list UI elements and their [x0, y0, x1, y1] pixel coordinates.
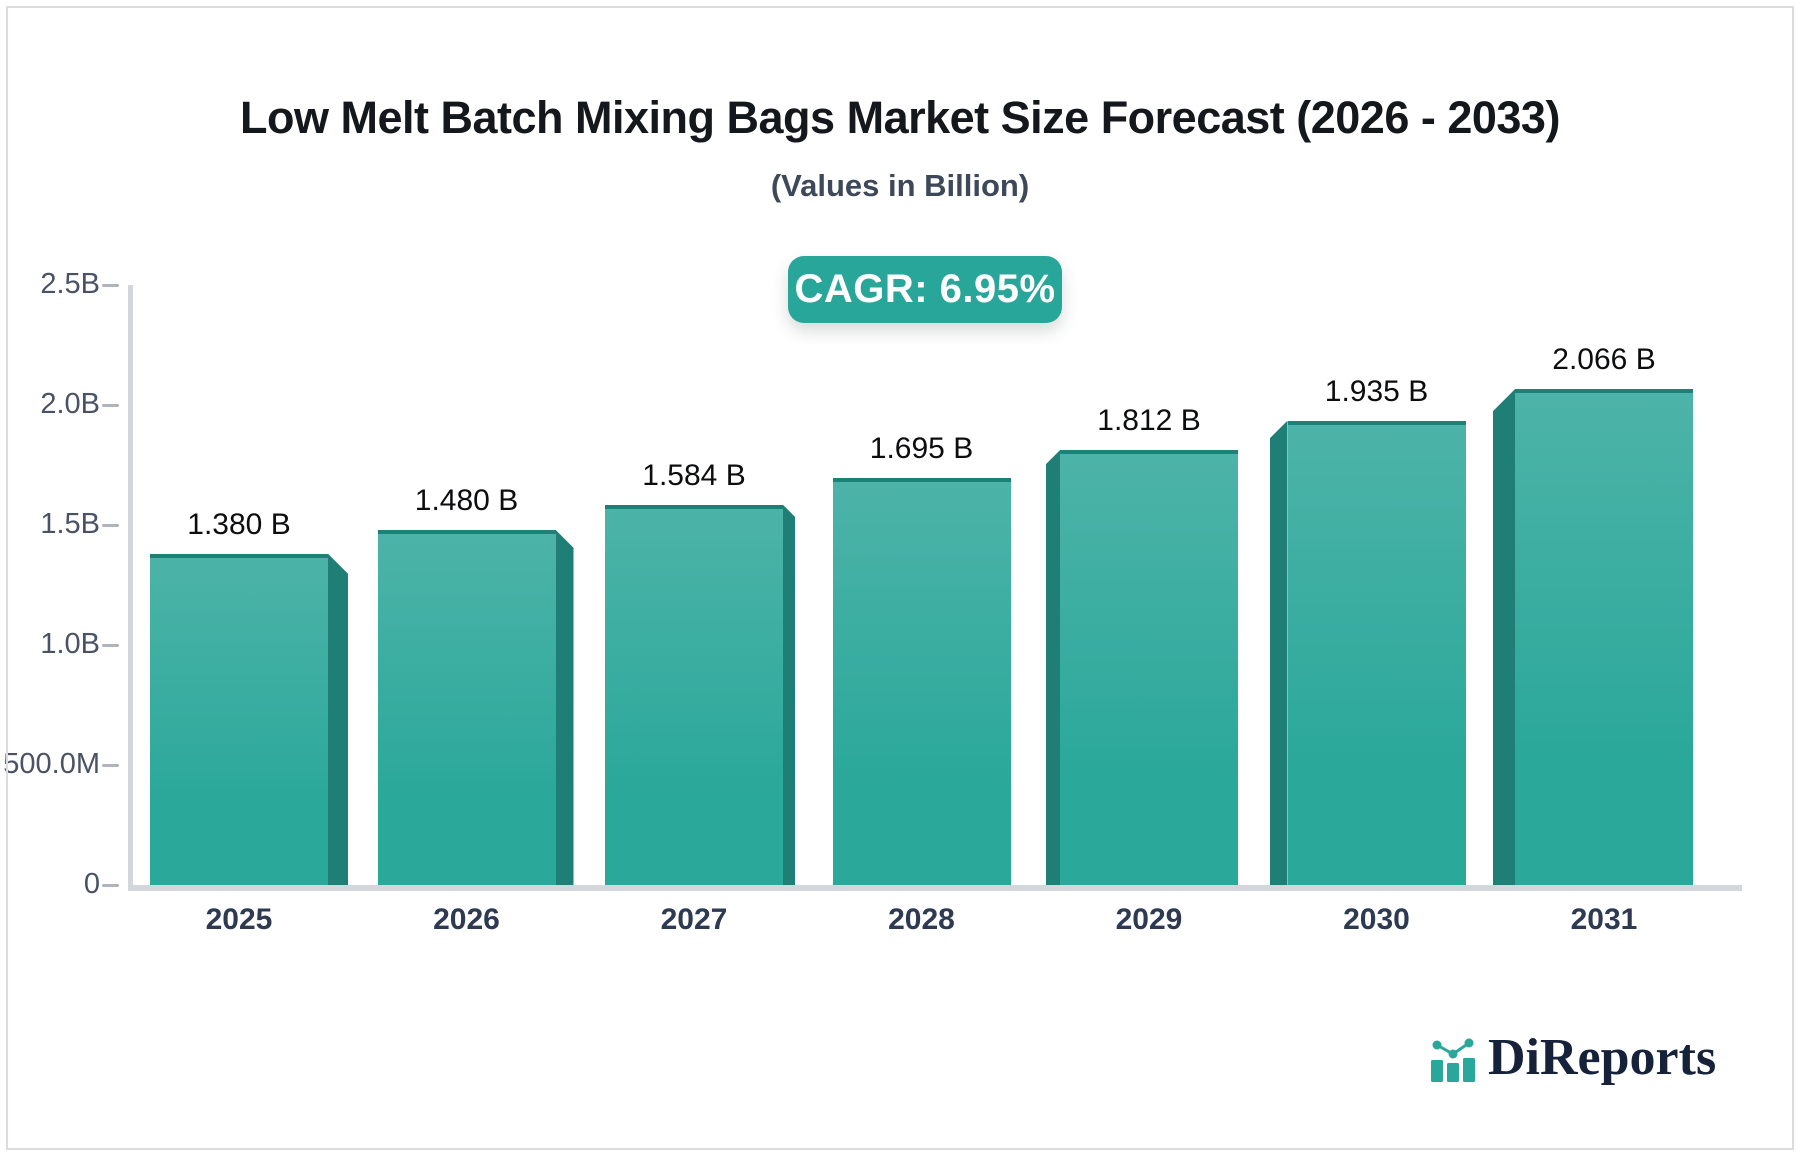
y-tick-label: 0 — [83, 868, 100, 900]
y-tick-dash — [102, 763, 119, 767]
bar — [1515, 389, 1693, 885]
y-tick-label: 2.0B — [40, 388, 100, 420]
y-axis-line — [128, 285, 133, 891]
bar — [605, 504, 783, 885]
x-axis-category-label: 2031 — [1570, 903, 1638, 936]
bar-value-label: 1.480 B — [414, 483, 519, 517]
y-tick-label: 2.5B — [40, 268, 100, 300]
bar — [832, 478, 1011, 885]
page-subtitle: (Values in Billion) — [770, 168, 1030, 203]
cagr-badge: CAGR: 6.95% — [788, 256, 1062, 323]
x-axis-category-label: 2027 — [660, 903, 728, 936]
bar-value-label: 2.066 B — [1552, 343, 1656, 377]
x-axis-category-label: 2025 — [205, 903, 273, 936]
bar-value-label: 1.380 B — [187, 507, 291, 541]
bar-side-face — [328, 553, 348, 885]
y-tick-dash — [102, 883, 119, 887]
x-axis-line — [128, 885, 1742, 891]
bar-value-label: 1.812 B — [1097, 404, 1201, 438]
bar-side-face — [1493, 389, 1515, 885]
bar-side-face — [783, 504, 795, 885]
logo-chart-icon — [1431, 1038, 1475, 1082]
bar — [1287, 420, 1466, 885]
bar — [377, 529, 556, 885]
y-tick-dash — [102, 643, 119, 647]
bar-value-label: 1.584 B — [642, 458, 746, 492]
x-axis-category-label: 2029 — [1115, 903, 1183, 936]
y-tick-dash — [102, 523, 119, 527]
bar-side-face — [1046, 450, 1060, 885]
y-tick-label: 1.0B — [40, 628, 100, 660]
y-tick-dash — [102, 403, 119, 407]
bar — [150, 553, 328, 885]
x-axis-category-label: 2026 — [433, 903, 500, 936]
y-tick-label: 1.5B — [40, 508, 100, 540]
x-axis-category-label: 2028 — [888, 903, 955, 936]
y-tick-dash — [102, 283, 119, 287]
page-title: Low Melt Batch Mixing Bags Market Size F… — [240, 92, 1560, 143]
logo-text: DiReports — [1488, 1029, 1717, 1086]
bar — [1060, 450, 1238, 885]
y-tick-label: 500.0M — [3, 748, 100, 780]
bar-value-label: 1.695 B — [869, 432, 974, 466]
brand-logo: DiReports — [1428, 1028, 1716, 1088]
bar-side-face — [555, 529, 574, 885]
bar-side-face — [1269, 420, 1288, 885]
x-axis-category-label: 2030 — [1343, 903, 1410, 936]
bar-value-label: 1.935 B — [1324, 374, 1429, 408]
